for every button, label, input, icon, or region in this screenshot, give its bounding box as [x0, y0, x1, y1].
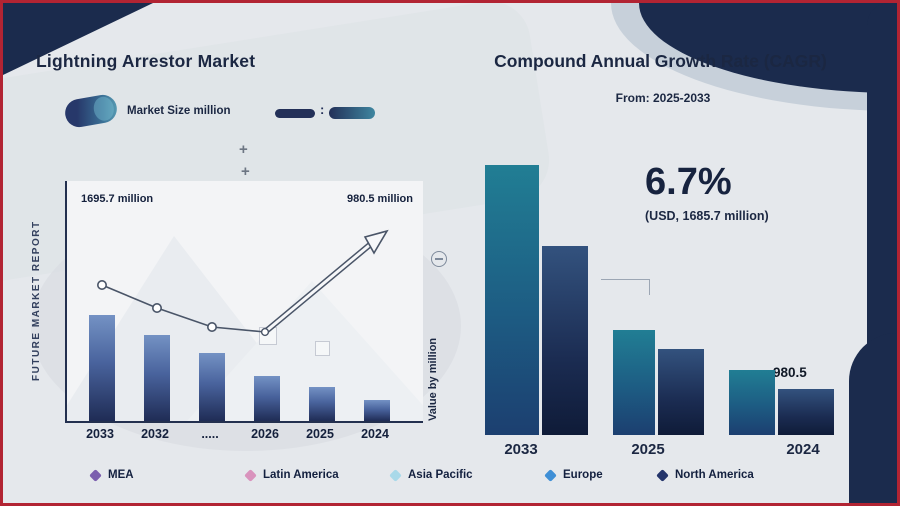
ghost-square-2	[315, 341, 330, 356]
cagr-x-label-2024: 2024	[786, 441, 820, 458]
cagr-y-axis-label: Value by million	[427, 337, 439, 421]
market-bar-.....	[199, 353, 225, 421]
asia-pacific-diamond-icon	[389, 468, 402, 482]
latin-america-diamond-icon	[244, 468, 257, 482]
cagr-x-label-2025: 2025	[631, 441, 665, 458]
legend-item-asia-pacific: Asia Pacific	[389, 468, 473, 482]
legend-label-asia-pacific: Asia Pacific	[408, 469, 473, 481]
legend-label-mea: MEA	[108, 469, 134, 481]
market-x-label-2032: 2032	[141, 427, 169, 441]
cagr-bar-secondary-2025	[658, 349, 704, 435]
step-bracket-decoration	[601, 279, 650, 295]
legend-pill-gradient	[329, 107, 375, 119]
market-x-label-2024: 2024	[361, 427, 389, 441]
market-bar-2024	[364, 400, 390, 421]
market-x-label-2033: 2033	[86, 427, 114, 441]
bottom-right-navy-curve	[849, 333, 897, 503]
legend-item-north-america: North America	[656, 468, 754, 482]
cagr-title: Compound Annual Growth Rate (CAGR)	[494, 51, 827, 71]
market-bar-2025	[309, 387, 335, 421]
market-x-label-2026: 2026	[251, 427, 279, 441]
legend-pill-separator: :	[320, 102, 325, 117]
top-right-navy-corner	[639, 3, 897, 93]
legend-label-north-america: North America	[675, 469, 754, 481]
market-size-legend: Market Size million	[62, 92, 231, 130]
legend-item-europe: Europe	[544, 468, 603, 482]
market-size-legend-label: Market Size million	[127, 105, 231, 117]
cagr-subtitle: From: 2025-2033	[615, 91, 711, 105]
legend-item-latin-america: Latin America	[244, 468, 339, 482]
cagr-bar-secondary-2033	[542, 246, 588, 435]
market-bar-2032	[144, 335, 170, 421]
cylinder-icon	[62, 92, 120, 130]
market-x-label-2025: 2025	[306, 427, 334, 441]
cagr-bar-primary-2025	[613, 330, 655, 435]
market-x-label-.....: .....	[201, 427, 219, 441]
trend-line-arrow	[96, 229, 389, 337]
market-bar-2033	[89, 315, 115, 421]
cagr-chart: 980.5	[473, 161, 853, 435]
annotation-high-value: 1695.7 million	[81, 193, 154, 205]
north-america-diamond-icon	[656, 468, 669, 482]
mea-diamond-icon	[89, 468, 102, 482]
minus-circle-icon	[431, 251, 447, 267]
europe-diamond-icon	[544, 468, 557, 482]
market-size-chart: 1695.7 million 980.5 million	[65, 181, 423, 423]
annotation-low-value: 980.5 million	[346, 193, 413, 205]
plus-decoration-2: +	[241, 163, 250, 180]
cagr-bar-secondary-2024	[778, 389, 834, 435]
legend-label-europe: Europe	[563, 469, 603, 481]
cagr-bar-primary-2024	[729, 370, 775, 435]
plus-decoration-1: +	[239, 141, 248, 158]
cagr-bar-value-label: 980.5	[773, 365, 807, 380]
cagr-bar-primary-2033	[485, 165, 539, 435]
legend-item-mea: MEA	[89, 468, 134, 482]
market-chart-x-labels: 2033 2032..... 2026 2025 2024	[65, 427, 421, 445]
cagr-x-label-2033: 2033	[504, 441, 538, 458]
cagr-percentage: 6.7%	[645, 161, 732, 203]
legend-label-latin-america: Latin America	[263, 469, 339, 481]
market-title: Lightning Arrestor Market	[36, 51, 256, 71]
cagr-chart-x-labels: 2033 2025 2024	[473, 441, 873, 461]
cagr-usd-detail: (USD, 1685.7 million)	[645, 209, 769, 223]
vertical-report-title: FUTURE MARKET REPORT	[31, 220, 42, 382]
market-bar-2026	[254, 376, 280, 421]
legend-pill-dark	[275, 109, 315, 118]
